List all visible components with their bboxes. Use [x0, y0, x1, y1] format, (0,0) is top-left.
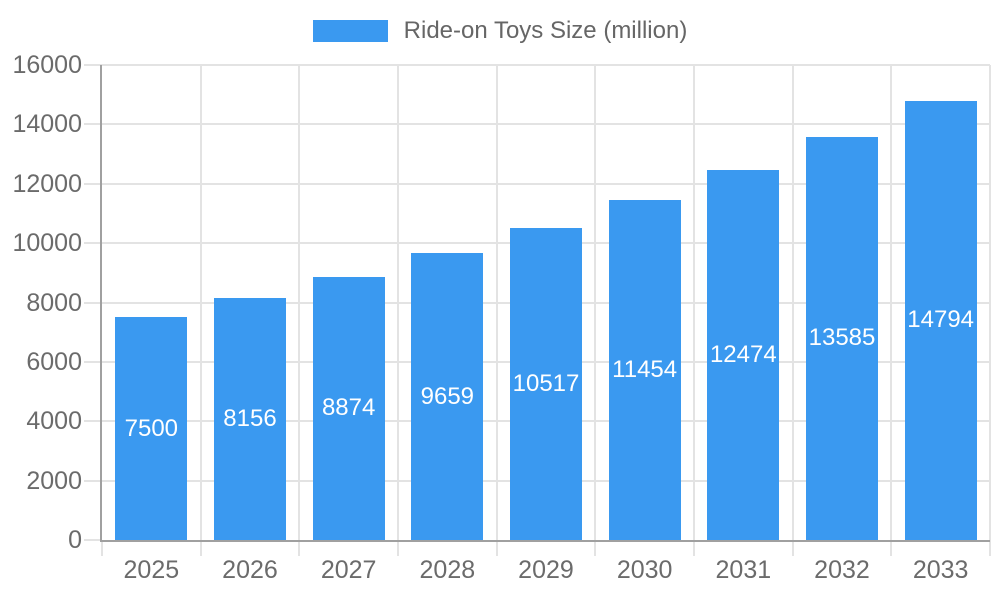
- bar[interactable]: 8874: [312, 276, 385, 540]
- bar[interactable]: 9659: [411, 253, 484, 540]
- x-gridline: [298, 65, 301, 556]
- bar-value-label: 14794: [907, 306, 975, 334]
- x-axis-label: 2025: [123, 556, 180, 584]
- bar[interactable]: 14794: [904, 100, 977, 540]
- y-axis-line: [100, 65, 102, 540]
- y-axis-label: 16000: [12, 51, 82, 79]
- bar-value-label: 8874: [321, 394, 376, 422]
- legend-swatch: [312, 20, 388, 42]
- bar[interactable]: 13585: [806, 136, 878, 540]
- x-axis-label: 2029: [518, 556, 574, 584]
- legend-item[interactable]: Ride-on Toys Size (million): [0, 16, 1000, 46]
- x-gridline: [693, 65, 695, 556]
- x-axis-label: 2032: [814, 556, 870, 584]
- x-axis-label: 2030: [616, 556, 673, 584]
- y-axis-tick: [84, 479, 102, 482]
- y-axis-tick: [84, 360, 102, 363]
- bar-value-label: 13585: [808, 324, 876, 352]
- y-axis-tick: [84, 539, 102, 541]
- x-axis-line: [100, 540, 990, 542]
- x-gridline: [890, 65, 893, 556]
- x-axis-tick: [101, 540, 103, 556]
- y-axis-label: 14000: [12, 110, 82, 139]
- y-axis-tick: [84, 123, 102, 126]
- bar-value-label: 12474: [709, 340, 777, 368]
- x-axis-label: 2033: [912, 556, 969, 584]
- bar-value-label: 9659: [420, 382, 475, 410]
- x-axis-label: 2027: [320, 556, 377, 584]
- y-axis-label: 4000: [26, 407, 82, 436]
- bar[interactable]: 7500: [115, 317, 188, 540]
- y-axis-tick: [84, 301, 102, 304]
- x-gridline: [989, 65, 991, 556]
- bar-value-label: 7500: [124, 414, 179, 442]
- y-gridline: [102, 182, 990, 185]
- x-axis-label: 2031: [715, 556, 772, 584]
- x-gridline: [495, 65, 498, 556]
- bar[interactable]: 12474: [707, 169, 780, 540]
- y-axis-label: 2000: [26, 466, 82, 495]
- bar-value-label: 10517: [512, 369, 580, 397]
- y-axis-tick: [84, 420, 102, 423]
- x-gridline: [791, 65, 794, 556]
- y-axis-label: 6000: [26, 347, 82, 376]
- y-axis-tick: [84, 242, 102, 245]
- y-axis-label: 8000: [26, 288, 82, 317]
- x-axis-label: 2026: [222, 556, 278, 584]
- y-axis-label: 0: [68, 526, 82, 554]
- bar[interactable]: 10517: [510, 227, 582, 540]
- bar-value-label: 11454: [612, 355, 678, 383]
- bar[interactable]: 11454: [608, 199, 681, 540]
- legend-label: Ride-on Toys Size (million): [403, 17, 688, 44]
- x-gridline: [397, 65, 399, 556]
- x-gridline: [199, 65, 202, 556]
- x-gridline: [594, 65, 597, 556]
- bar-value-label: 8156: [223, 404, 277, 432]
- x-axis-label: 2028: [419, 556, 476, 584]
- y-gridline: [102, 64, 990, 66]
- y-axis-tick: [84, 64, 102, 66]
- y-axis-label: 10000: [12, 229, 82, 258]
- y-axis-label: 12000: [12, 169, 82, 198]
- y-gridline: [102, 123, 990, 126]
- bar[interactable]: 8156: [214, 297, 286, 540]
- y-axis-tick: [84, 182, 102, 185]
